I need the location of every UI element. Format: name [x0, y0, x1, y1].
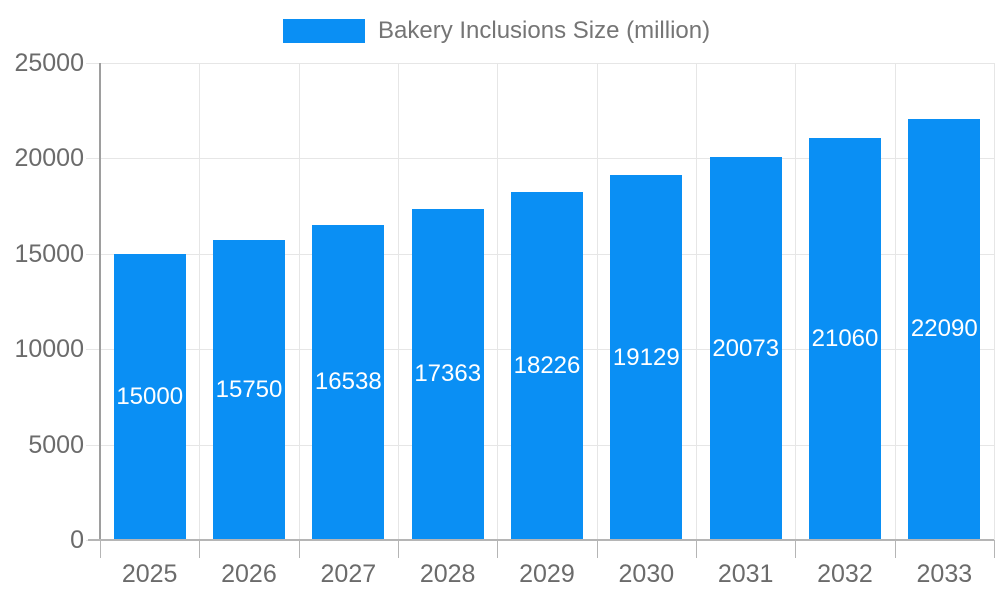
x-gridline [696, 63, 697, 540]
y-tick-mark [86, 158, 100, 159]
x-tick-mark [398, 540, 399, 558]
bar-value-label: 19129 [612, 343, 680, 371]
x-axis-tick-label: 2028 [419, 560, 476, 588]
bar-value-label: 21060 [811, 325, 879, 353]
legend-label: Bakery Inclusions Size (million) [378, 17, 711, 44]
y-gridline [100, 63, 994, 64]
x-axis-tick-label: 2032 [817, 560, 873, 588]
y-axis-tick-label: 25000 [14, 49, 84, 77]
x-axis-tick-label: 2026 [221, 560, 277, 588]
bar-value-label: 16538 [314, 368, 382, 396]
bar-2029[interactable]: 18226 [511, 192, 583, 540]
x-axis-tick-label: 2025 [121, 560, 178, 588]
x-gridline [895, 63, 896, 540]
y-axis-tick-label: 20000 [14, 144, 84, 172]
x-tick-mark [100, 540, 101, 558]
bar-value-label: 15750 [215, 375, 283, 403]
x-gridline [199, 63, 200, 540]
bar-value-label: 18226 [513, 352, 581, 380]
bar-2033[interactable]: 22090 [908, 118, 981, 540]
y-tick-mark [86, 445, 100, 446]
bar-value-label: 22090 [910, 315, 978, 343]
x-gridline [597, 63, 598, 540]
x-axis-tick-label: 2027 [320, 560, 377, 588]
bar-value-label: 17363 [414, 360, 482, 388]
x-gridline [497, 63, 498, 540]
x-gridline [299, 63, 300, 540]
y-tick-mark [86, 349, 100, 350]
bar-2025[interactable]: 15000 [113, 253, 186, 540]
x-tick-mark [199, 540, 200, 558]
y-tick-mark [86, 63, 100, 64]
x-gridline [994, 63, 995, 540]
bar-2032[interactable]: 21060 [809, 138, 881, 540]
y-axis-line [99, 63, 101, 540]
x-tick-mark [895, 540, 896, 558]
y-axis-tick-label: 15000 [14, 240, 84, 268]
x-axis-baseline [88, 539, 994, 541]
y-axis-tick-label: 10000 [14, 335, 84, 363]
y-axis-tick-label: 5000 [28, 431, 84, 459]
legend: Bakery Inclusions Size (million) [283, 15, 710, 47]
y-axis-tick-label: 0 [70, 526, 84, 554]
x-tick-mark [497, 540, 498, 558]
y-gridline [100, 158, 994, 159]
bar-2027[interactable]: 16538 [312, 224, 385, 540]
bar-2030[interactable]: 19129 [610, 175, 683, 540]
x-tick-mark [299, 540, 300, 558]
bar-2031[interactable]: 20073 [709, 157, 782, 540]
x-gridline [398, 63, 399, 540]
x-axis-tick-label: 2030 [618, 560, 675, 588]
x-tick-mark [696, 540, 697, 558]
x-gridline [795, 63, 796, 540]
x-tick-mark [597, 540, 598, 558]
bar-2028[interactable]: 17363 [411, 208, 484, 540]
x-axis-tick-label: 2031 [717, 560, 774, 588]
bar-value-label: 20073 [712, 334, 780, 362]
y-tick-mark [86, 254, 100, 255]
legend-swatch [283, 19, 365, 43]
x-axis-tick-label: 2029 [519, 560, 575, 588]
bar-2026[interactable]: 15750 [213, 239, 285, 540]
x-axis-tick-label: 2033 [916, 560, 973, 588]
x-tick-mark [795, 540, 796, 558]
bar-value-label: 15000 [116, 382, 184, 410]
x-tick-mark [994, 540, 995, 558]
